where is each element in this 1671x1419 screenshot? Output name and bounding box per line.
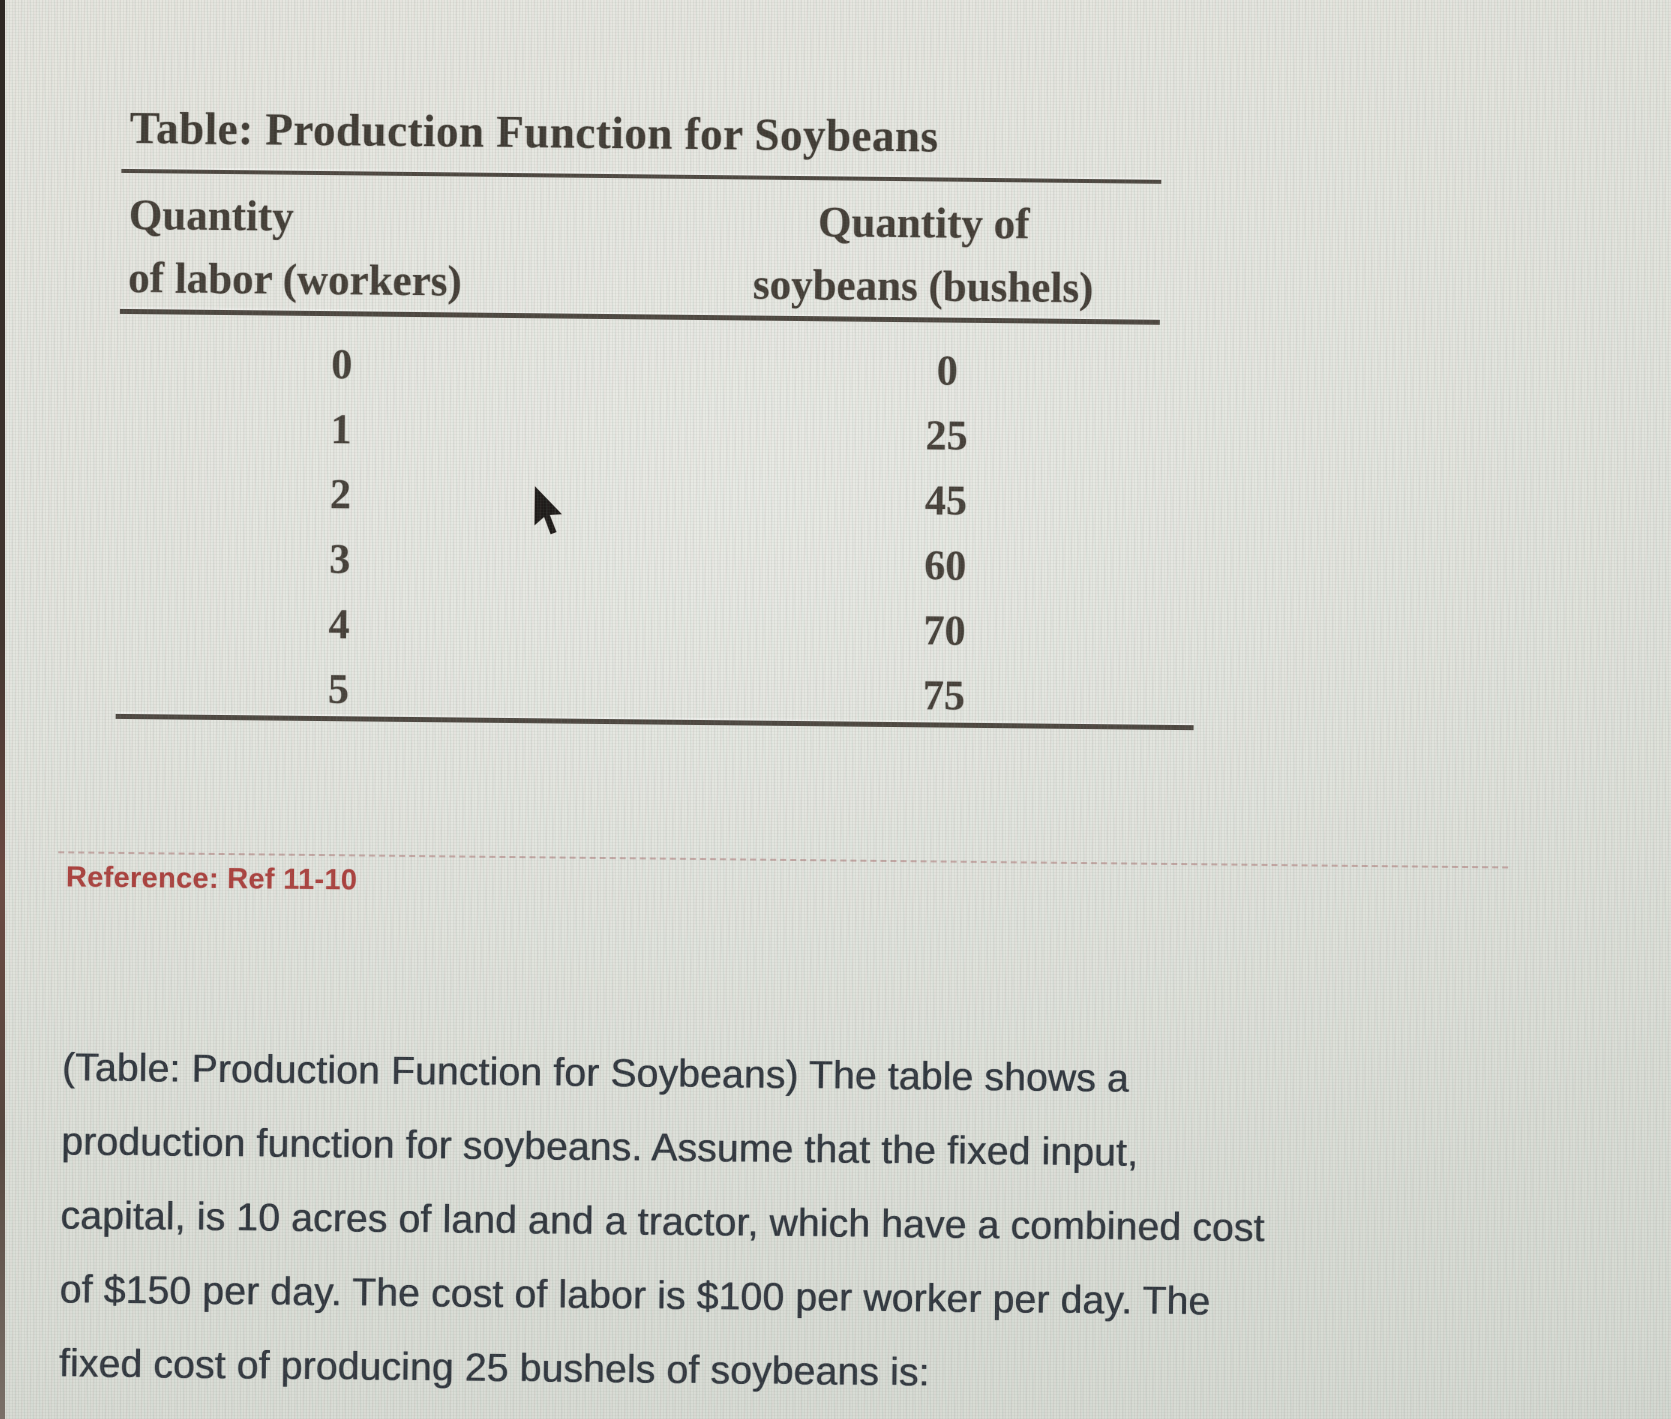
table-row: 4 70 (116, 590, 1197, 666)
question-text: (Table: Production Function for Soybeans… (58, 1031, 1266, 1414)
header-soybeans-line2: soybeans (bushels) (752, 261, 1094, 313)
screen-left-edge (0, 0, 5, 1419)
labor-value: 2 (329, 471, 352, 518)
question-line: capital, is 10 acres of land and a tract… (60, 1194, 1265, 1250)
table-body: 0 0 1 25 2 45 3 60 4 70 5 75 (116, 330, 1200, 731)
header-soybeans-line1: Quantity of (817, 199, 1030, 249)
header-labor-line1: Quantity (128, 191, 295, 241)
question-line: of $150 per day. The cost of labor is $1… (59, 1268, 1211, 1324)
column-header-soybeans: Quantity of soybeans (bushels) (688, 190, 1159, 321)
table-row: 1 25 (118, 395, 1199, 471)
labor-value: 4 (328, 601, 350, 648)
labor-value: 0 (331, 341, 353, 388)
question-line: (Table: Production Function for Soybeans… (61, 1046, 1129, 1101)
soybeans-value: 75 (922, 672, 966, 720)
labor-value: 3 (329, 536, 351, 583)
column-header-labor: Quantity of labor (workers) (128, 184, 463, 313)
soybeans-value: 0 (936, 347, 959, 395)
arrow-cursor-icon (532, 484, 566, 537)
table-row: 2 45 (118, 460, 1199, 536)
question-line: fixed cost of producing 25 bushels of so… (58, 1342, 930, 1395)
soybeans-value: 45 (924, 477, 968, 525)
reference-label: Reference: Ref 11-10 (65, 861, 358, 897)
question-line: production function for soybeans. Assume… (60, 1120, 1139, 1175)
table-title: Table: Production Function for Soybeans (129, 103, 939, 162)
table-row: 0 0 (119, 330, 1200, 406)
title-rule (121, 168, 1162, 184)
table-row: 3 60 (117, 525, 1198, 601)
header-labor-line2: of labor (workers) (127, 254, 463, 306)
labor-value: 5 (327, 666, 350, 713)
soybeans-value: 60 (924, 542, 967, 590)
labor-value: 1 (330, 406, 352, 453)
soybeans-value: 25 (925, 412, 968, 460)
soybeans-value: 70 (923, 607, 966, 655)
